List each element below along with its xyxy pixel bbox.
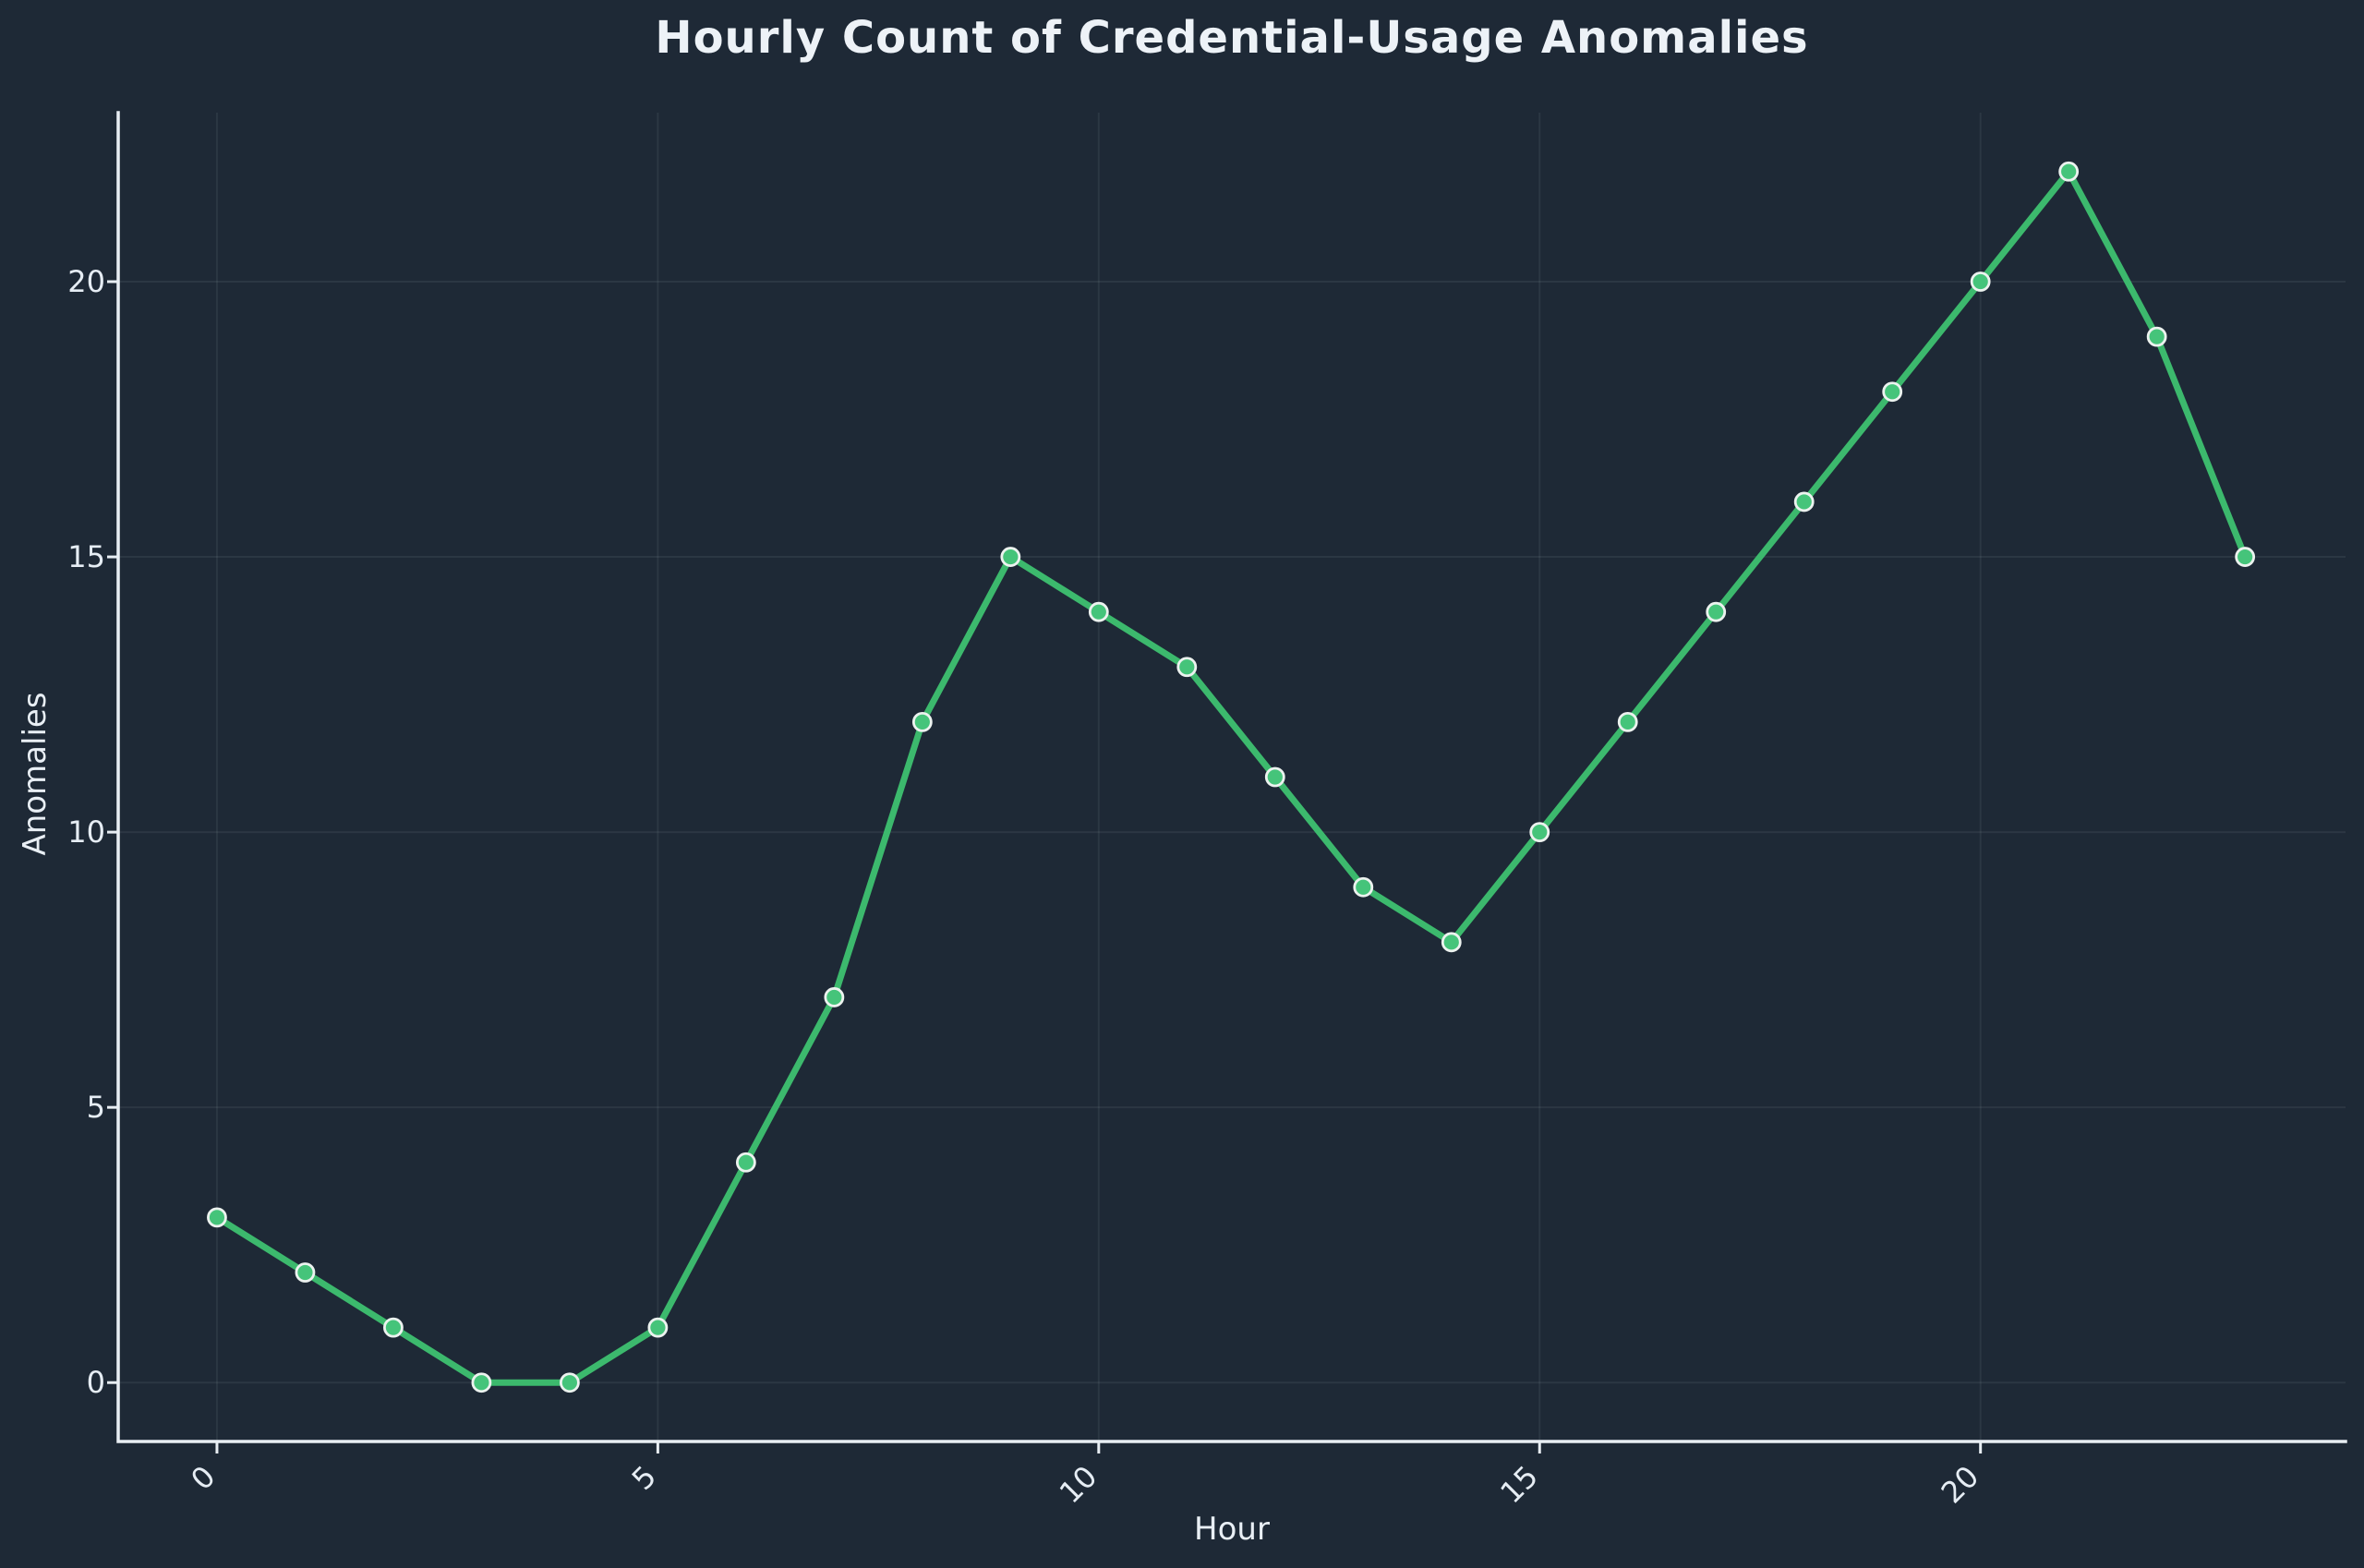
data-point — [1353, 876, 1374, 898]
x-tick-label: 5 — [625, 1459, 663, 1497]
data-point — [1088, 601, 1109, 622]
data-point — [471, 1372, 492, 1393]
y-tick-label: 15 — [67, 539, 105, 574]
data-point — [559, 1372, 580, 1393]
data-point — [1793, 491, 1815, 513]
data-point — [207, 1207, 227, 1228]
y-tick-label: 20 — [67, 264, 105, 299]
chart-title: Hourly Count of Credential-Usage Anomali… — [655, 12, 1809, 64]
data-point — [1617, 711, 1638, 732]
x-tick-label: 15 — [1493, 1459, 1545, 1511]
axis-spines — [116, 111, 2347, 1443]
data-point — [824, 987, 845, 1007]
x-axis-label: Hour — [1194, 1511, 1270, 1548]
data-point — [2146, 326, 2167, 347]
x-tick-label: 0 — [184, 1459, 222, 1497]
data-point — [1176, 657, 1198, 678]
data-point — [1000, 547, 1021, 567]
y-tick-label: 5 — [87, 1090, 105, 1125]
data-point — [1882, 381, 1903, 403]
data-point — [1441, 932, 1462, 953]
data-point — [647, 1317, 669, 1338]
data-point — [911, 711, 933, 732]
data-point — [1529, 822, 1550, 843]
x-tick-label: 10 — [1053, 1459, 1104, 1511]
data-point — [2235, 547, 2256, 567]
data-point — [1970, 271, 1991, 292]
data-point — [1264, 766, 1285, 788]
data-line — [213, 168, 2249, 1386]
y-axis-label: Anomalies — [17, 692, 54, 856]
data-point — [1706, 601, 1727, 622]
y-tick-label: 10 — [67, 814, 105, 850]
data-point — [383, 1317, 404, 1338]
data-point — [295, 1262, 316, 1283]
data-point — [2058, 161, 2080, 182]
x-tick-label: 20 — [1935, 1459, 1986, 1511]
y-tick-label: 0 — [87, 1365, 105, 1400]
data-point — [735, 1152, 756, 1173]
